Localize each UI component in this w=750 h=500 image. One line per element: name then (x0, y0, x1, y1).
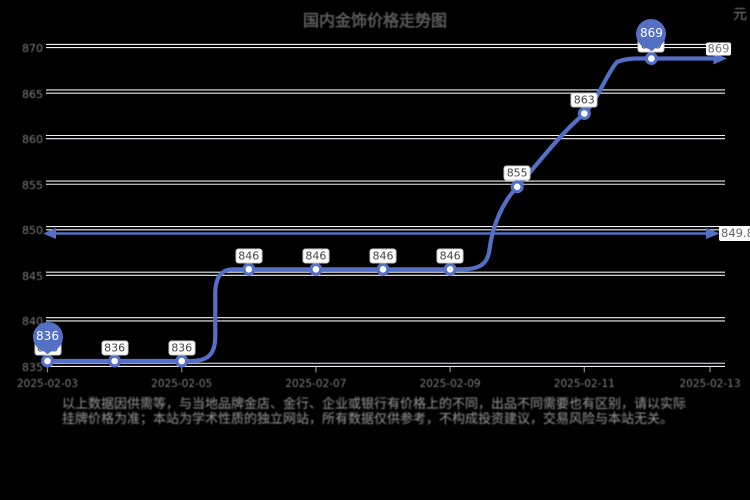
value-label-2: 836 (101, 340, 129, 355)
average-line-left-arrow-icon (43, 228, 56, 239)
value-label-4: 846 (235, 248, 263, 264)
first-point-callout: 836 (32, 321, 63, 362)
series-end-arrow-icon (713, 52, 727, 65)
callout-value: 869 (639, 25, 663, 40)
x-axis-label-1: 2025-02-03 (16, 378, 79, 390)
y-axis-label-835: 835 (22, 360, 43, 374)
value-label-5: 846 (302, 248, 330, 264)
y-axis-label-850: 850 (22, 224, 43, 238)
y-axis-label-845: 845 (22, 269, 43, 283)
average-line-label: 849.8 (719, 226, 750, 241)
series-end-label: 869 (705, 41, 732, 55)
y-axis-label-860: 860 (22, 133, 43, 147)
y-axis-label-865: 865 (22, 87, 43, 101)
data-point-8 (510, 180, 524, 194)
price-series-line (47, 56, 714, 364)
data-point-10 (644, 51, 658, 65)
x-axis-label-6: 2025-02-13 (679, 378, 741, 390)
footnote-line-1: 以上数据因供需等，与当地品牌金店、金行、企业或银行有价格上的不同，出品不同需要也… (62, 397, 687, 412)
y-axis-label-870: 870 (22, 42, 43, 55)
callout-bubble (636, 18, 667, 49)
data-point-3 (175, 354, 189, 368)
x-axis-label-3: 2025-02-07 (285, 378, 347, 390)
data-point-4 (242, 262, 256, 276)
callout-bubble (32, 321, 63, 352)
data-point-5 (309, 262, 323, 276)
value-label-3: 836 (168, 340, 196, 355)
footnote-line-2: 挂牌价格为准；本站为学术性质的独立网站，所有数据仅供参考，不构成投资建议，交易风… (62, 412, 674, 427)
x-axis-label-2: 2025-02-05 (151, 378, 213, 390)
average-line-right-arrow-icon (706, 228, 720, 239)
callout-value: 836 (36, 328, 59, 343)
last-point-callout: 869 (636, 18, 667, 59)
value-label-7: 846 (436, 248, 464, 264)
data-point-1 (40, 354, 54, 368)
value-label-9: 863 (570, 92, 598, 108)
data-point-7 (443, 262, 457, 276)
y-axis-label-855: 855 (22, 178, 43, 192)
value-label-6: 846 (369, 248, 397, 264)
chart-title: 国内金饰价格走势图 (302, 11, 447, 30)
y-axis-unit-label: 元 (733, 7, 747, 23)
x-axis-label-5: 2025-02-11 (553, 378, 615, 390)
data-point-6 (376, 262, 390, 276)
data-point-9 (577, 106, 591, 120)
x-axis-label-4: 2025-02-09 (419, 378, 481, 390)
value-label-8: 855 (503, 165, 531, 181)
data-point-2 (108, 354, 122, 368)
